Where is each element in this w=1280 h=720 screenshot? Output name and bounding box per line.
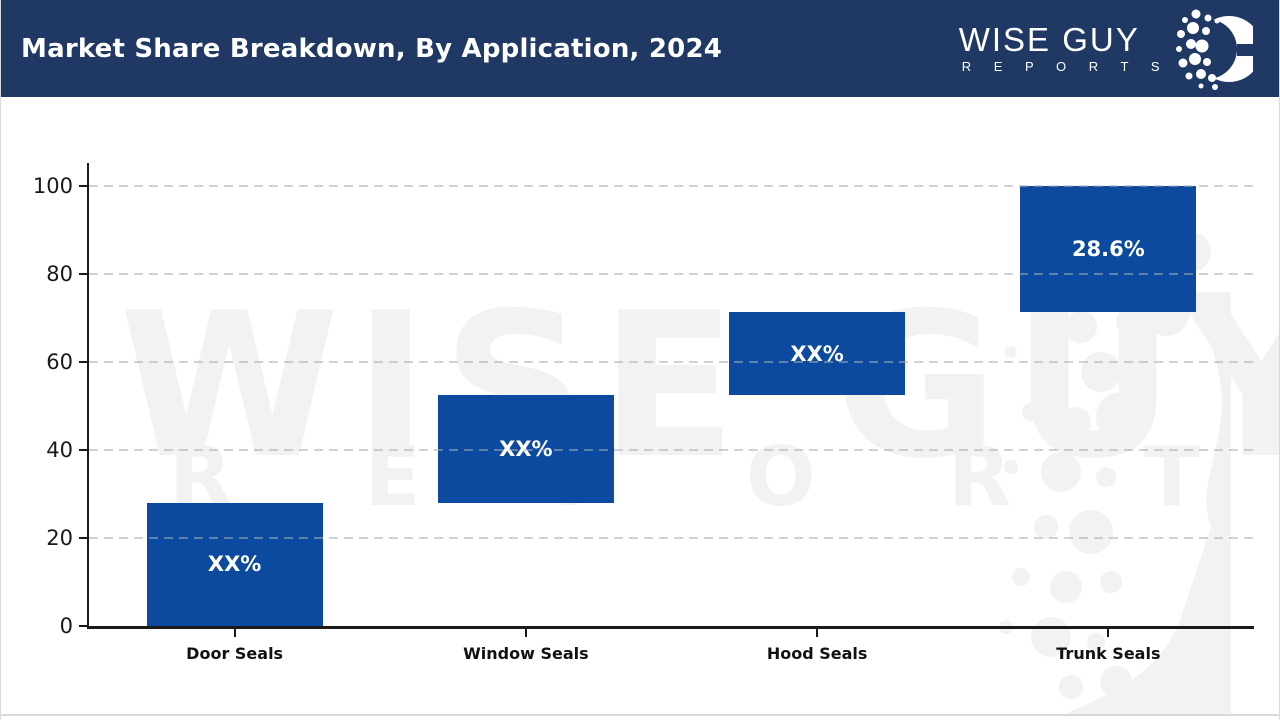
y-tick-label: 60 xyxy=(46,350,73,374)
y-tick-mark xyxy=(79,449,87,451)
wise-guy-logo: WISE GUY R E P O R T S xyxy=(959,6,1253,92)
x-tick-mark xyxy=(524,629,527,637)
gridline xyxy=(89,361,1254,363)
bar-hood-seals: XX% xyxy=(729,311,906,396)
wise-guy-logo-icon xyxy=(1176,9,1253,90)
y-tick-label: 20 xyxy=(46,526,73,550)
x-tick-label: Trunk Seals xyxy=(1056,644,1161,663)
y-tick-label: 100 xyxy=(32,174,73,198)
bar-door-seals: XX% xyxy=(146,502,323,626)
y-tick-label: 0 xyxy=(59,614,73,638)
y-tick-mark xyxy=(79,273,87,275)
gridline xyxy=(89,273,1254,275)
x-tick-label: Window Seals xyxy=(463,644,589,663)
y-axis-line xyxy=(87,163,89,629)
y-tick-label: 40 xyxy=(46,438,73,462)
y-tick-mark xyxy=(79,361,87,363)
x-tick-mark xyxy=(233,629,236,637)
y-tick-mark xyxy=(79,185,87,187)
gridline xyxy=(89,537,1254,539)
y-tick-mark xyxy=(79,537,87,539)
bar-trunk-seals: 28.6% xyxy=(1020,186,1197,312)
chart-canvas: WISE GUY R E P O R T S 020 xyxy=(1,97,1279,716)
x-axis-line xyxy=(87,626,1254,629)
chart-plot-area: 0 20 40 60 80 100 XX% XX% XX% 28.6% Door Seals Wind… xyxy=(1,97,1279,714)
logo-wordmark: WISE GUY xyxy=(958,21,1140,58)
logo-text: WISE GUY R E P O R T S xyxy=(959,23,1169,74)
x-tick-label: Door Seals xyxy=(186,644,284,663)
gridline xyxy=(89,185,1254,187)
header: Market Share Breakdown, By Application, … xyxy=(1,0,1279,97)
logo-subtext: R E P O R T S xyxy=(961,59,1169,74)
y-tick-mark xyxy=(79,625,87,627)
page-title: Market Share Breakdown, By Application, … xyxy=(21,33,723,64)
x-tick-mark xyxy=(1107,629,1110,637)
y-tick-label: 80 xyxy=(46,262,73,286)
bar-value-label: 28.6% xyxy=(1071,236,1145,261)
x-tick-label: Hood Seals xyxy=(766,644,868,663)
gridline xyxy=(89,449,1254,451)
bar-value-label: XX% xyxy=(207,552,262,577)
x-tick-mark xyxy=(816,629,819,637)
